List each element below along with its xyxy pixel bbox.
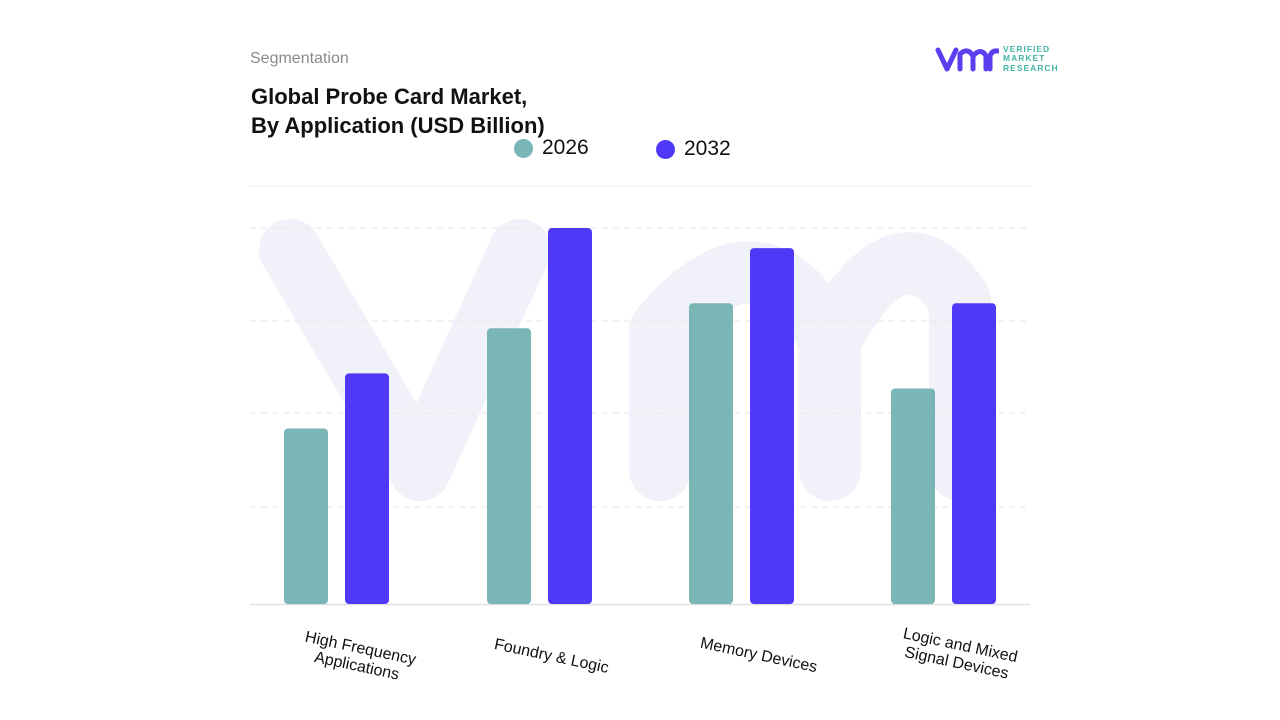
watermark-logo-icon (259, 219, 991, 501)
chart-title-line-1: Global Probe Card Market, (251, 84, 528, 109)
logo-line-2: MARKET (1003, 53, 1046, 64)
bar-2026-4 (891, 388, 935, 604)
bar-2026-1 (284, 428, 328, 604)
bar-2032-4 (952, 303, 996, 604)
legend-swatch-icon (514, 138, 533, 158)
bar-2032-3 (750, 248, 794, 604)
logo-line-1: VERIFIED (1003, 43, 1051, 54)
brand-logo: VERIFIED MARKET RESEARCH (935, 44, 1059, 74)
bar-2026-2 (487, 328, 531, 604)
chart-title: Global Probe Card Market, By Application… (251, 82, 545, 140)
legend-label: 2032 (684, 137, 731, 160)
legend-item-2026: 2026 (514, 136, 589, 160)
segment-label: Segmentation (250, 50, 349, 67)
bar-2026-3 (689, 303, 733, 604)
logo-wordmark: VERIFIED MARKET RESEARCH (1003, 43, 1059, 74)
vmr-logo-icon (935, 47, 999, 72)
logo-line-3: RESEARCH (1003, 62, 1059, 73)
bar-2032-2 (548, 228, 592, 604)
legend-label: 2026 (542, 136, 589, 159)
chart-title-line-2: By Application (USD Billion) (251, 113, 545, 138)
bar-2032-1 (345, 373, 389, 604)
legend-swatch-icon (656, 139, 675, 159)
legend-item-2032: 2032 (656, 137, 731, 161)
